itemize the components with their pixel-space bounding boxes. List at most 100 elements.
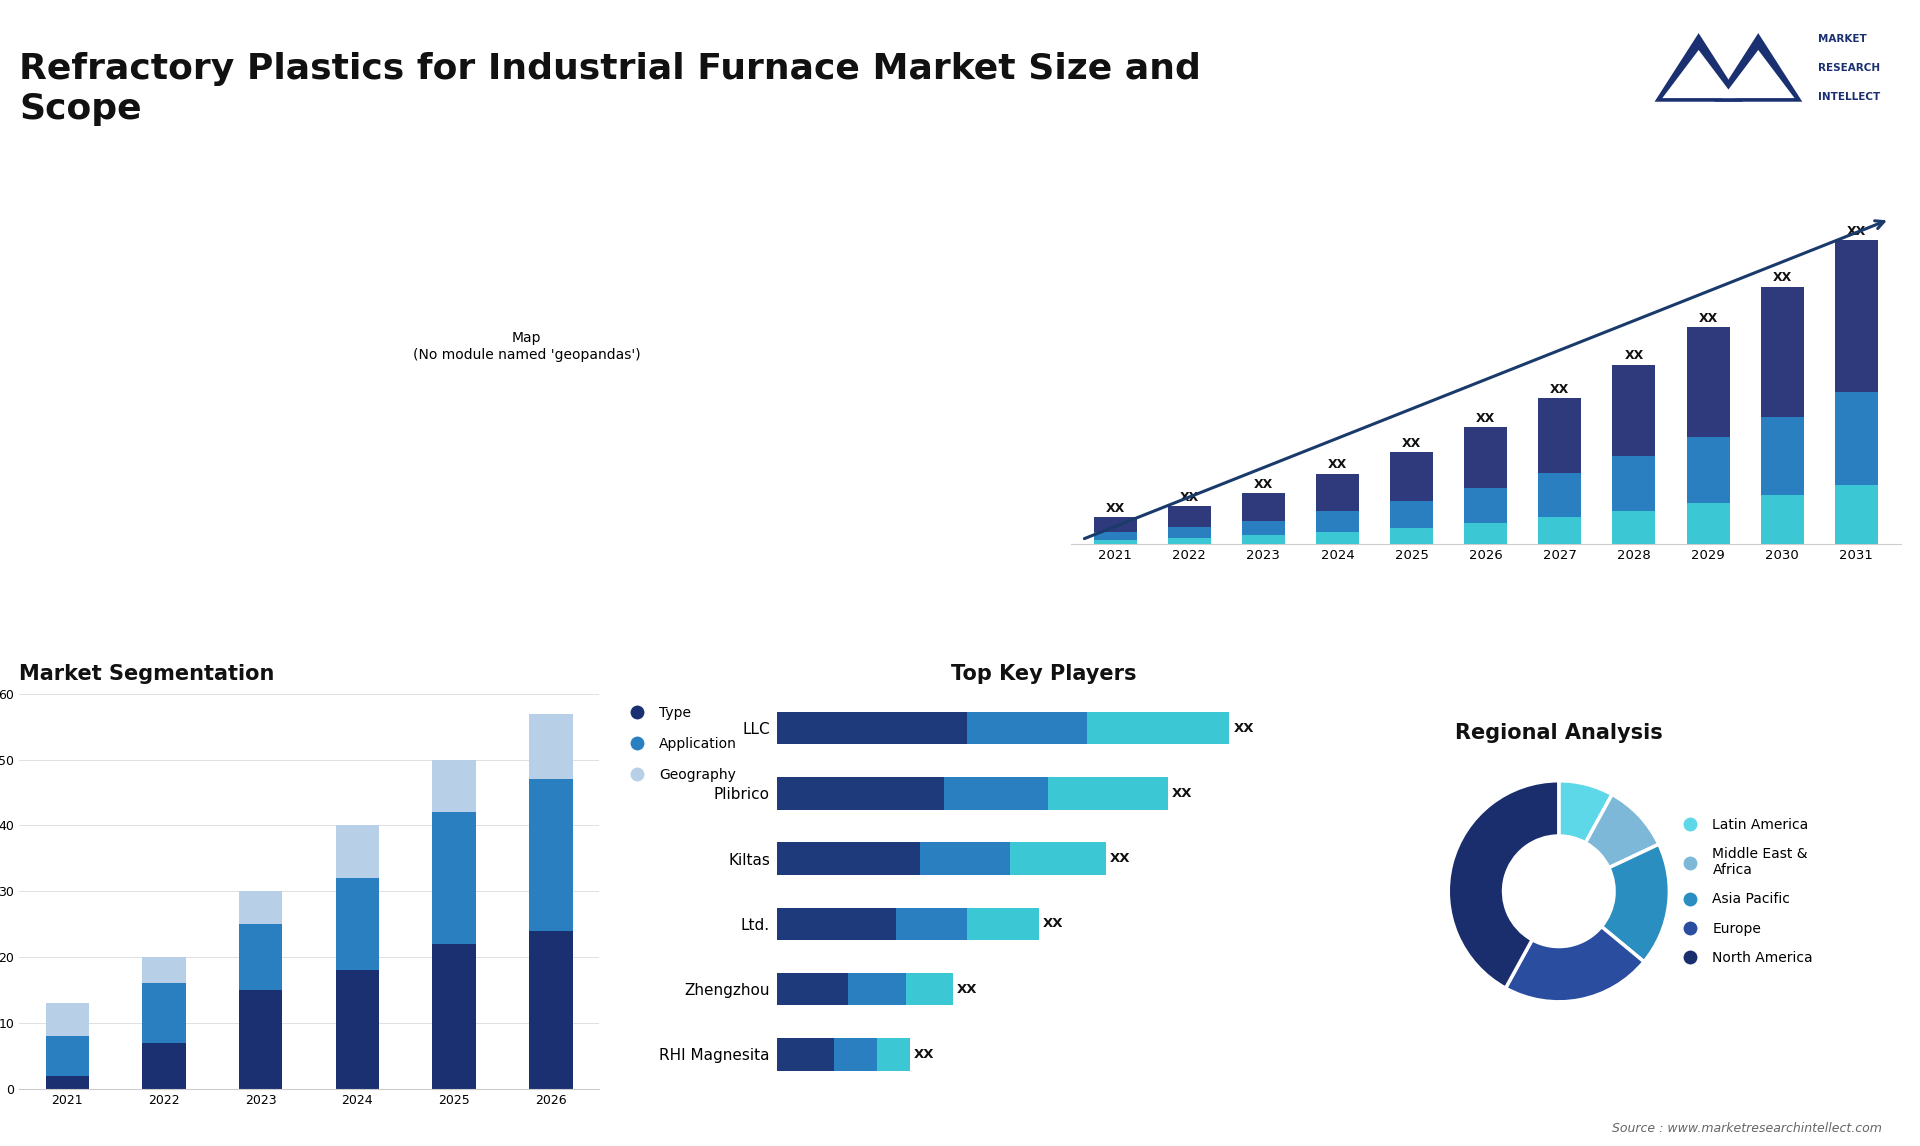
Bar (778, 777, 943, 810)
Bar (877, 1038, 910, 1070)
Bar (943, 777, 1048, 810)
Bar (1242, 493, 1284, 520)
Text: Refractory Plastics for Industrial Furnace Market Size and
Scope: Refractory Plastics for Industrial Furna… (19, 52, 1202, 126)
Bar (1094, 540, 1137, 544)
Bar (1686, 438, 1730, 503)
Bar (142, 957, 186, 983)
Bar (1613, 456, 1655, 510)
Bar (1761, 495, 1803, 544)
Bar (238, 990, 282, 1089)
Bar (142, 1043, 186, 1089)
Wedge shape (1505, 926, 1644, 1002)
Bar (1538, 517, 1582, 544)
Bar (1686, 503, 1730, 544)
Bar (778, 842, 920, 874)
Text: XX: XX (1549, 383, 1569, 395)
Bar (1613, 364, 1655, 456)
Text: XX: XX (914, 1047, 935, 1061)
Text: MARKET: MARKET (1818, 34, 1866, 45)
Text: XX: XX (1847, 225, 1866, 237)
Bar (1538, 473, 1582, 517)
Bar (833, 1038, 877, 1070)
Bar (1390, 528, 1432, 544)
Text: XX: XX (1179, 490, 1198, 504)
Wedge shape (1601, 845, 1668, 961)
Bar (778, 908, 897, 940)
Bar (1465, 427, 1507, 488)
Polygon shape (1715, 33, 1803, 102)
Bar (530, 714, 572, 779)
Bar (1167, 527, 1212, 537)
Bar (1094, 532, 1137, 540)
Bar (1836, 241, 1878, 392)
Bar (920, 842, 1010, 874)
Bar (1094, 517, 1137, 532)
Bar (238, 924, 282, 990)
Bar (336, 878, 378, 971)
Text: XX: XX (1110, 853, 1129, 865)
Text: XX: XX (1699, 312, 1718, 325)
Text: INTELLECT: INTELLECT (1818, 92, 1880, 102)
Text: XX: XX (1329, 458, 1348, 471)
Title: Top Key Players: Top Key Players (950, 664, 1137, 684)
Bar (432, 813, 476, 944)
Bar (1613, 510, 1655, 544)
Bar (1761, 416, 1803, 495)
Bar (1390, 501, 1432, 528)
Bar (1315, 511, 1359, 532)
Legend: Latin America, Middle East &
Africa, Asia Pacific, Europe, North America: Latin America, Middle East & Africa, Asi… (1670, 813, 1818, 971)
Bar (1315, 532, 1359, 544)
Text: XX: XX (1106, 502, 1125, 515)
Bar (1686, 328, 1730, 438)
Wedge shape (1586, 794, 1659, 868)
Text: Map
(No module named 'geopandas'): Map (No module named 'geopandas') (413, 331, 639, 361)
Bar (968, 712, 1087, 745)
Bar (1315, 474, 1359, 511)
Text: XX: XX (1624, 350, 1644, 362)
Text: Source : www.marketresearchintellect.com: Source : www.marketresearchintellect.com (1611, 1122, 1882, 1135)
Polygon shape (1663, 50, 1736, 99)
Bar (968, 908, 1039, 940)
Bar (1465, 488, 1507, 523)
Text: XX: XX (1254, 478, 1273, 490)
Bar (1836, 392, 1878, 485)
FancyBboxPatch shape (1642, 11, 1901, 132)
Wedge shape (1448, 780, 1559, 988)
Text: XX: XX (956, 982, 977, 996)
Text: XX: XX (1233, 722, 1254, 735)
Bar (778, 712, 968, 745)
Text: XX: XX (1171, 787, 1192, 800)
Bar (46, 1036, 88, 1076)
Bar (142, 983, 186, 1043)
Bar (1048, 777, 1167, 810)
Bar (1465, 523, 1507, 544)
Bar (432, 760, 476, 813)
Title: Regional Analysis: Regional Analysis (1455, 723, 1663, 744)
Bar (1390, 453, 1432, 501)
Bar (336, 825, 378, 878)
Bar (530, 931, 572, 1089)
Text: XX: XX (1402, 437, 1421, 449)
Bar (1538, 398, 1582, 473)
Wedge shape (1559, 780, 1613, 842)
Bar (1167, 537, 1212, 544)
Text: Market Segmentation: Market Segmentation (19, 664, 275, 684)
Text: XX: XX (1043, 918, 1064, 931)
Bar (1010, 842, 1106, 874)
Bar (432, 944, 476, 1089)
Bar (1087, 712, 1229, 745)
Bar (530, 779, 572, 931)
Bar (336, 971, 378, 1089)
Text: XX: XX (1476, 411, 1496, 425)
Bar (1761, 286, 1803, 416)
Bar (238, 892, 282, 924)
Bar (778, 1038, 833, 1070)
Text: XX: XX (1772, 272, 1791, 284)
Bar (1167, 507, 1212, 527)
Polygon shape (1655, 33, 1743, 102)
Text: RESEARCH: RESEARCH (1818, 63, 1880, 73)
Bar (849, 973, 906, 1005)
Polygon shape (1722, 50, 1795, 99)
Bar (778, 973, 849, 1005)
Bar (897, 908, 968, 940)
